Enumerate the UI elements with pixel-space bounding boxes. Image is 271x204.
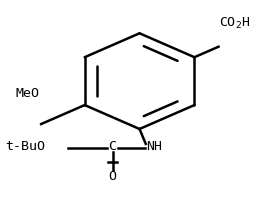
Text: NH: NH: [146, 139, 162, 152]
Text: O: O: [109, 170, 117, 182]
Text: CO$_2$H: CO$_2$H: [219, 16, 250, 30]
Text: C: C: [109, 139, 117, 152]
Text: t-BuO: t-BuO: [5, 139, 45, 152]
Text: MeO: MeO: [16, 86, 40, 99]
